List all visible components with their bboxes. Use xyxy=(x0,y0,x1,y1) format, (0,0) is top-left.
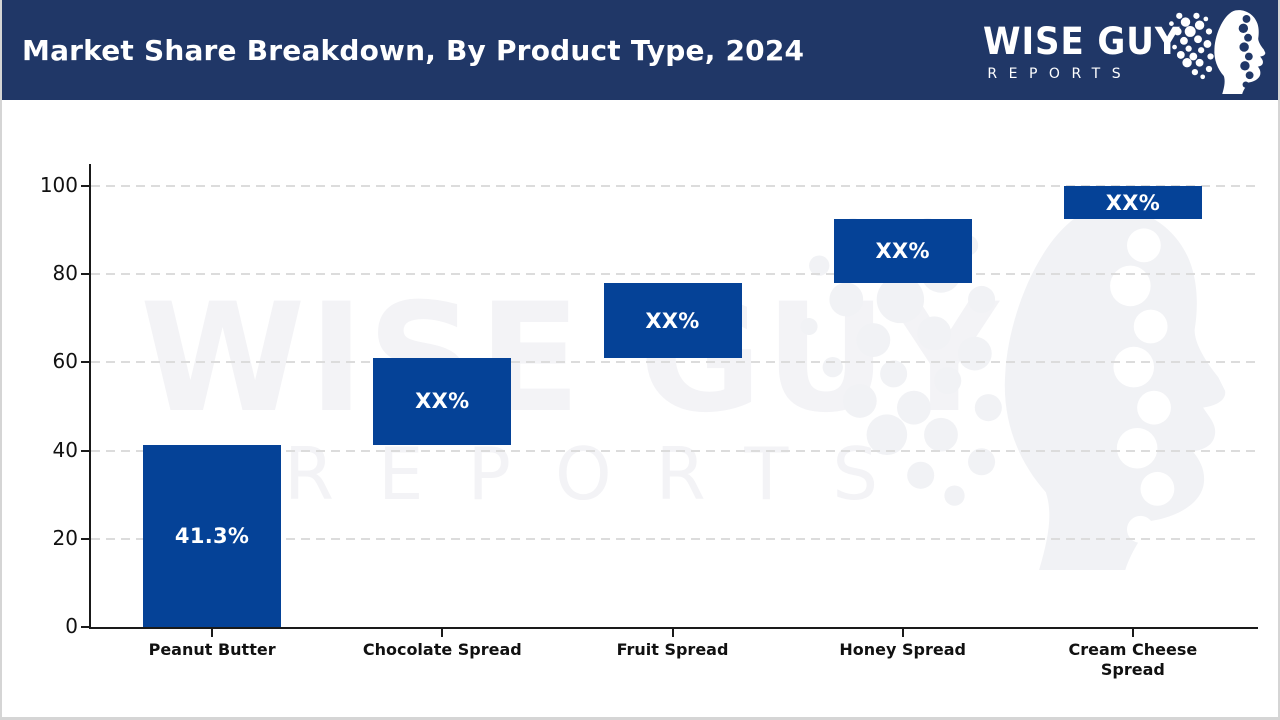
y-tick-mark xyxy=(81,449,89,452)
chart-title: Market Share Breakdown, By Product Type,… xyxy=(22,33,805,67)
y-tick-label: 100 xyxy=(39,173,78,197)
x-tick-mark xyxy=(441,629,444,637)
bar-chocolate-spread: XX% xyxy=(373,357,512,445)
x-tick-mark xyxy=(211,629,214,637)
bar-honey-spread: XX% xyxy=(833,219,972,283)
x-tick-mark xyxy=(1131,629,1134,637)
x-tick-mark xyxy=(671,629,674,637)
y-tick-label: 80 xyxy=(52,261,78,286)
bar-value-label: XX% xyxy=(645,308,700,333)
bar-value-label: XX% xyxy=(875,239,930,264)
y-tick-mark xyxy=(81,626,89,628)
y-tick-mark xyxy=(81,537,89,540)
y-axis-line xyxy=(89,164,91,629)
gridline-60 xyxy=(91,361,1257,364)
logo-wordmark: WISE GUY xyxy=(983,20,1181,63)
x-tick-label: Chocolate Spread xyxy=(362,640,522,659)
x-axis-line xyxy=(89,627,1258,629)
bar-value-label: XX% xyxy=(415,389,470,414)
wise-guy-logo: WISE GUY REPORTS xyxy=(983,7,1268,95)
y-tick-label: 0 xyxy=(65,614,78,638)
bar-fruit-spread: XX% xyxy=(603,283,742,358)
y-tick-mark xyxy=(81,273,89,276)
x-tick-label: Honey Spread xyxy=(839,640,966,659)
gridline-80 xyxy=(91,273,1257,276)
logo-subtitle: REPORTS xyxy=(987,66,1133,82)
bar-value-label: XX% xyxy=(1105,190,1161,215)
logo-text: WISE GUY REPORTS xyxy=(983,20,1198,82)
watermark-subtitle: REPORTS xyxy=(284,432,923,516)
bar-peanut-butter: 41.3% xyxy=(143,444,282,627)
x-tick-label: Peanut Butter xyxy=(148,640,276,659)
header-bar: Market Share Breakdown, By Product Type,… xyxy=(2,0,1278,100)
gridline-40 xyxy=(91,449,1257,452)
x-tick-label: Fruit Spread xyxy=(616,640,729,659)
bar-value-label: 41.3% xyxy=(174,523,250,548)
y-tick-label: 60 xyxy=(52,349,78,374)
y-tick-mark xyxy=(81,361,89,364)
x-tick-mark xyxy=(901,629,904,637)
x-tick-label: Cream Cheese Spread xyxy=(1068,640,1198,679)
bar-cream-cheese-spread: XX% xyxy=(1063,186,1202,220)
y-tick-mark xyxy=(81,185,89,187)
y-tick-label: 40 xyxy=(52,437,78,462)
gridline-100 xyxy=(91,185,1257,187)
gridline-20 xyxy=(91,537,1257,540)
y-tick-label: 20 xyxy=(52,525,78,550)
